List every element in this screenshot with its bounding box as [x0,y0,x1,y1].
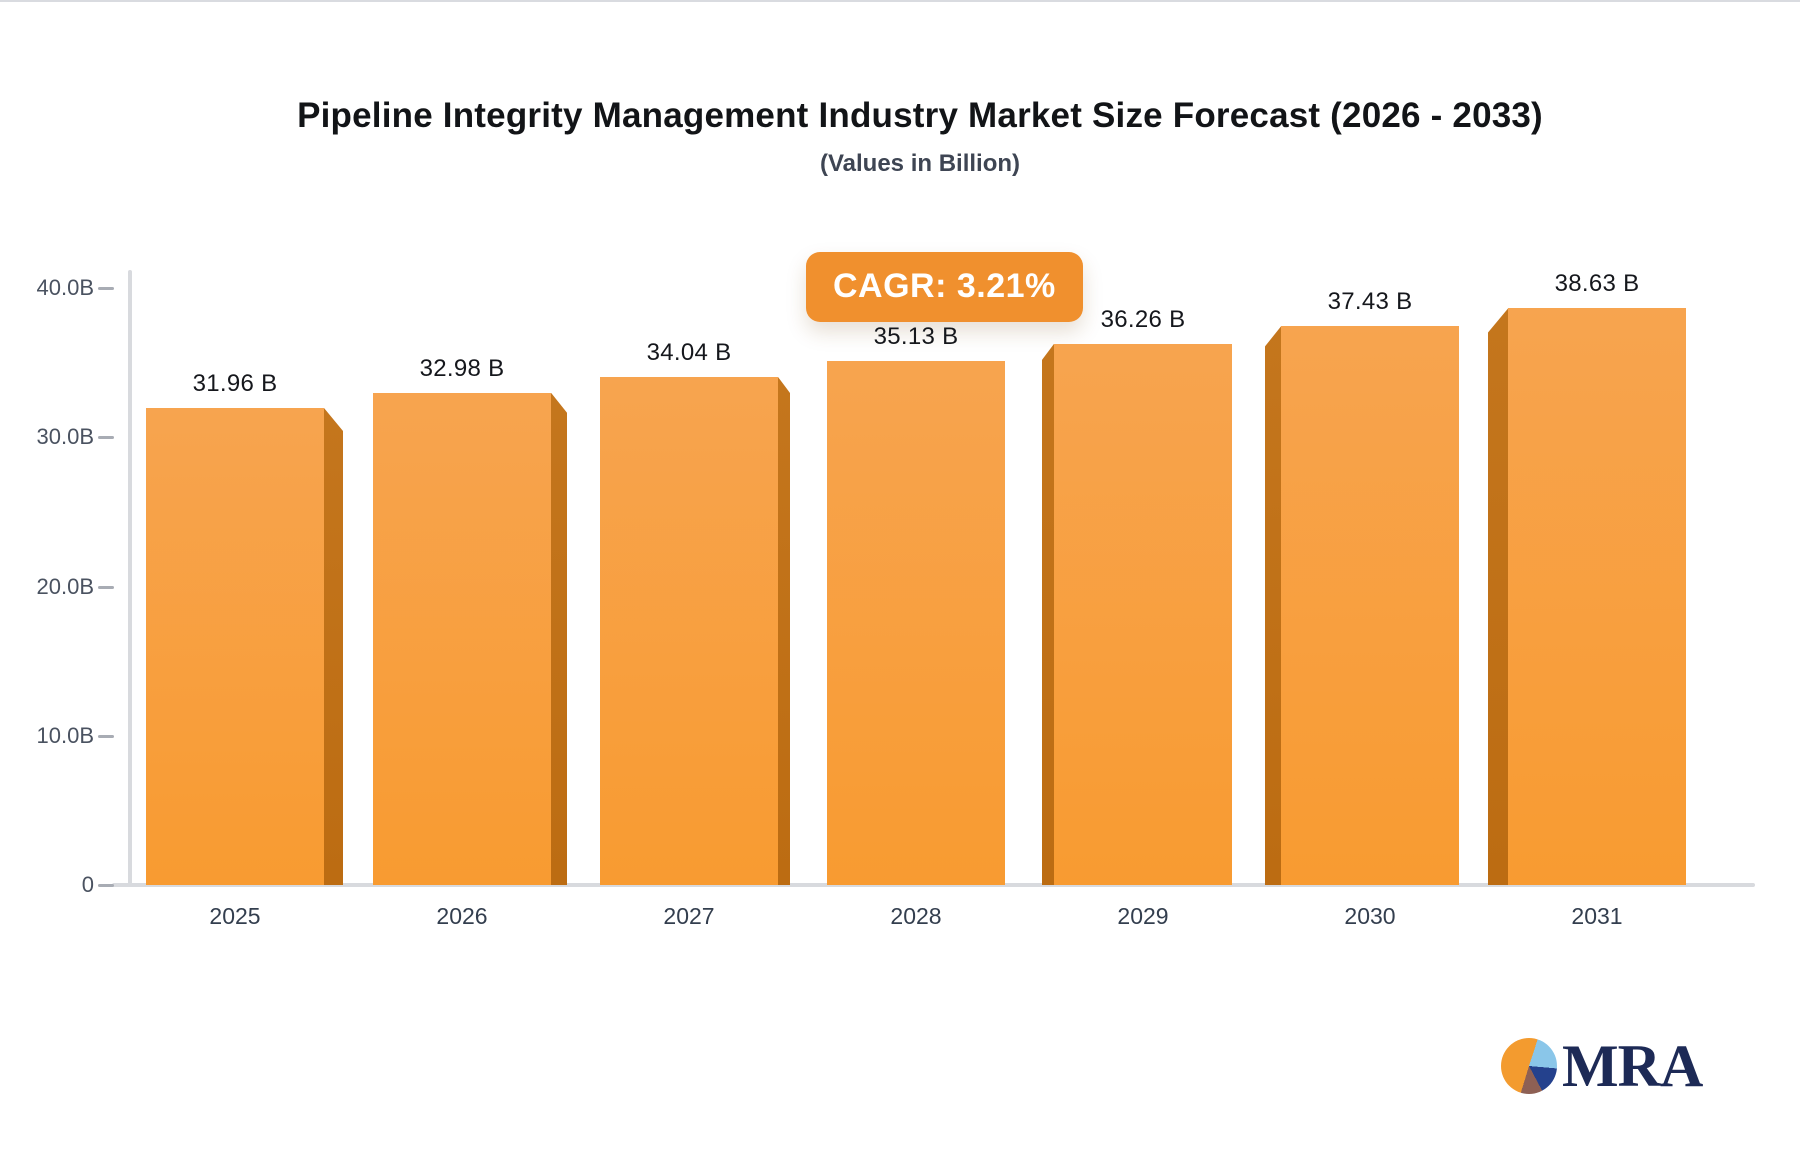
y-axis-line [128,270,132,887]
cagr-badge: CAGR: 3.21% [806,252,1083,322]
mra-logo: MRA [1501,1033,1703,1099]
y-axis-tick-label: 0 [81,872,94,897]
bar-3d-side [778,376,790,885]
y-axis-tick-label: 40.0B [36,275,95,300]
bar [600,376,778,885]
bar-value-label: 35.13 B [873,322,959,350]
bar-3d-side [1265,326,1281,885]
bar-3d-side [1488,308,1508,885]
top-border-line [0,0,1800,2]
bar-3d-side [324,407,343,885]
bar [1054,343,1232,885]
bar-value-label: 36.26 B [1100,305,1186,333]
x-axis-tick-label: 2029 [1117,903,1169,929]
y-axis-tick-mark [98,436,114,440]
chart-subtitle: (Values in Billion) [819,150,1021,177]
y-axis-tick-label: 10.0B [36,722,95,748]
x-axis-tick-label: 2030 [1344,903,1396,929]
bar-3d-side [1042,343,1054,885]
chart-title: Pipeline Integrity Management Industry M… [297,96,1543,135]
bar [1508,308,1686,885]
y-axis-tick-mark [98,734,114,738]
bar [827,360,1005,885]
bar [1281,326,1459,885]
y-axis-tick-mark [98,884,114,887]
x-axis-tick-label: 2031 [1571,903,1623,929]
bar [373,392,551,885]
bar-value-label: 32.98 B [419,354,505,382]
bar-value-label: 38.63 B [1554,270,1640,298]
logo-text: MRA [1562,1033,1703,1099]
y-axis-tick-label: 20.0B [36,573,95,599]
bar [146,407,324,885]
x-axis-tick-label: 2026 [436,903,488,929]
x-axis-line [112,883,1755,887]
bar-value-label: 31.96 B [192,369,278,397]
x-axis-tick-label: 2025 [209,903,261,929]
pie-chart-logo-icon [1501,1038,1557,1094]
y-axis-tick-label: 30.0B [36,424,95,450]
y-axis-tick-mark [98,287,114,290]
x-axis-tick-label: 2028 [890,903,942,929]
bar-value-label: 34.04 B [646,338,732,366]
y-axis-tick-mark [98,585,114,589]
chart-header: Pipeline Integrity Management Industry M… [20,0,1800,178]
bar-3d-side [551,392,567,885]
x-axis-tick-label: 2027 [663,903,715,929]
bar-value-label: 37.43 B [1327,288,1413,316]
